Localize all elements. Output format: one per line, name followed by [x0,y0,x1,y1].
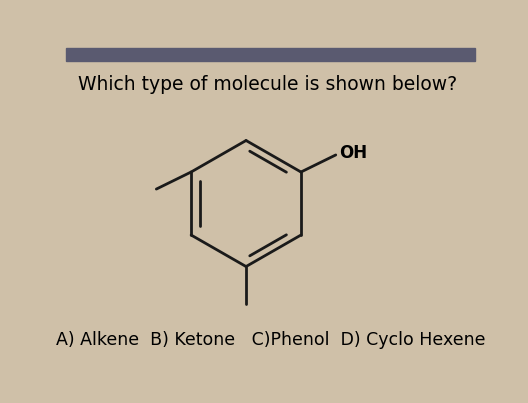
Text: A) Alkene  B) Ketone   C)Phenol  D) Cyclo Hexene: A) Alkene B) Ketone C)Phenol D) Cyclo He… [56,331,485,349]
Text: Which type of molecule is shown below?: Which type of molecule is shown below? [78,75,457,94]
Bar [66,48,475,61]
Text: OH: OH [339,144,367,162]
